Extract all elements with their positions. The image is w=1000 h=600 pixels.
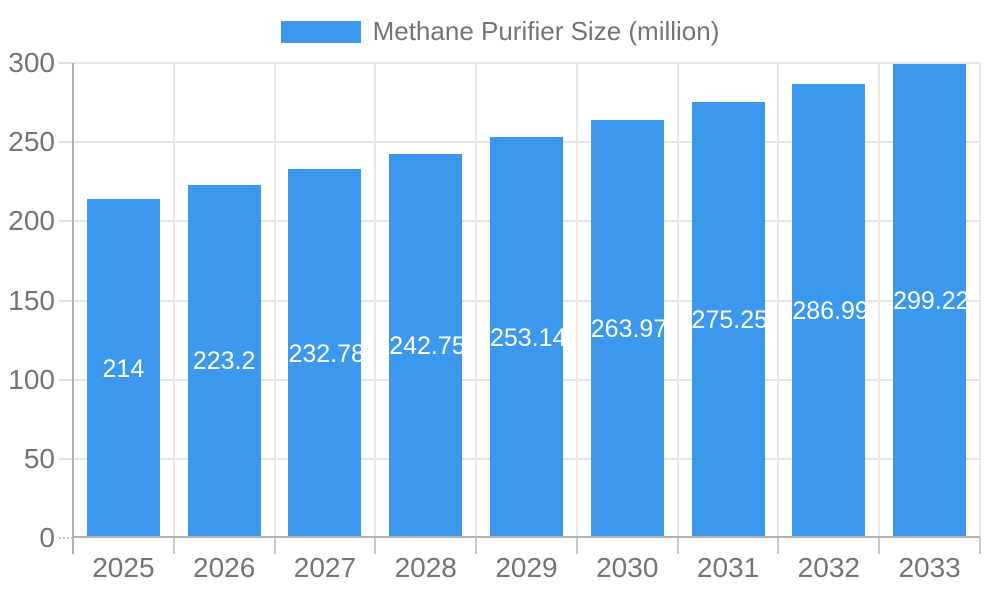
x-axis-tick (979, 538, 981, 554)
x-axis-label: 2032 (797, 552, 860, 583)
x-axis-tick (374, 538, 377, 554)
bar[interactable] (691, 102, 765, 538)
x-axis-label: 2033 (898, 552, 961, 583)
legend: Methane Purifier Size (million) (0, 16, 1000, 47)
x-axis-label: 2027 (293, 552, 357, 583)
y-axis-tick (59, 299, 73, 302)
gridline-vertical (676, 63, 679, 538)
bar-value-label: 286.99 (792, 296, 869, 325)
gridline-vertical (777, 63, 780, 538)
gridline-vertical (172, 63, 175, 538)
bar[interactable] (490, 137, 563, 538)
bar[interactable] (792, 83, 866, 538)
bar[interactable] (590, 120, 664, 538)
y-axis-label: 0 (39, 522, 55, 553)
bar[interactable] (389, 153, 463, 538)
bar-value-label: 275.25 (691, 306, 769, 335)
y-axis-label: 150 (8, 284, 55, 316)
y-axis-label: 50 (23, 442, 55, 474)
x-axis-tick (172, 538, 175, 554)
y-axis-tick (59, 141, 73, 144)
bar-value-label: 214 (102, 354, 145, 383)
bar-value-label: 299.22 (893, 287, 970, 316)
bar[interactable] (893, 64, 967, 538)
x-axis-label: 2029 (495, 552, 558, 583)
x-axis-label: 2025 (92, 552, 155, 583)
x-axis-tick (878, 538, 881, 554)
bar[interactable] (187, 184, 261, 538)
y-axis-tick (59, 220, 73, 223)
gridline-vertical (374, 63, 377, 538)
bar-value-label: 253.14 (490, 323, 567, 352)
gridline-vertical (475, 63, 478, 538)
y-axis-tick (59, 378, 73, 381)
x-axis-line (73, 536, 980, 538)
bar-value-label: 242.75 (389, 331, 466, 360)
bar-value-label: 263.97 (590, 315, 668, 344)
y-axis-tick (59, 457, 73, 460)
y-axis-label: 200 (8, 205, 55, 237)
y-axis-tick (59, 537, 73, 539)
legend-swatch (280, 20, 361, 43)
y-axis-tick (59, 62, 73, 64)
gridline-vertical (878, 63, 881, 538)
x-axis-tick (777, 538, 780, 554)
x-axis-tick (575, 538, 578, 554)
x-axis-label: 2028 (394, 552, 457, 583)
gridline-vertical (979, 63, 981, 538)
x-axis-label: 2026 (193, 552, 256, 583)
y-axis-line (72, 63, 74, 554)
bar[interactable] (86, 199, 160, 538)
y-axis-label: 300 (8, 47, 55, 78)
gridline-vertical (273, 63, 276, 538)
x-axis-label: 2030 (596, 552, 659, 583)
x-axis-tick (273, 538, 276, 554)
legend-label: Methane Purifier Size (million) (372, 16, 720, 46)
bar-value-label: 223.2 (192, 347, 256, 376)
gridline-horizontal (73, 62, 980, 64)
x-axis-tick (676, 538, 679, 554)
x-axis-label: 2031 (696, 552, 760, 583)
y-axis-label: 100 (8, 363, 55, 395)
bar-value-label: 232.78 (288, 339, 365, 368)
y-axis-label: 250 (8, 126, 55, 158)
gridline-vertical (575, 63, 578, 538)
bar[interactable] (288, 169, 362, 538)
x-axis-tick (475, 538, 478, 554)
